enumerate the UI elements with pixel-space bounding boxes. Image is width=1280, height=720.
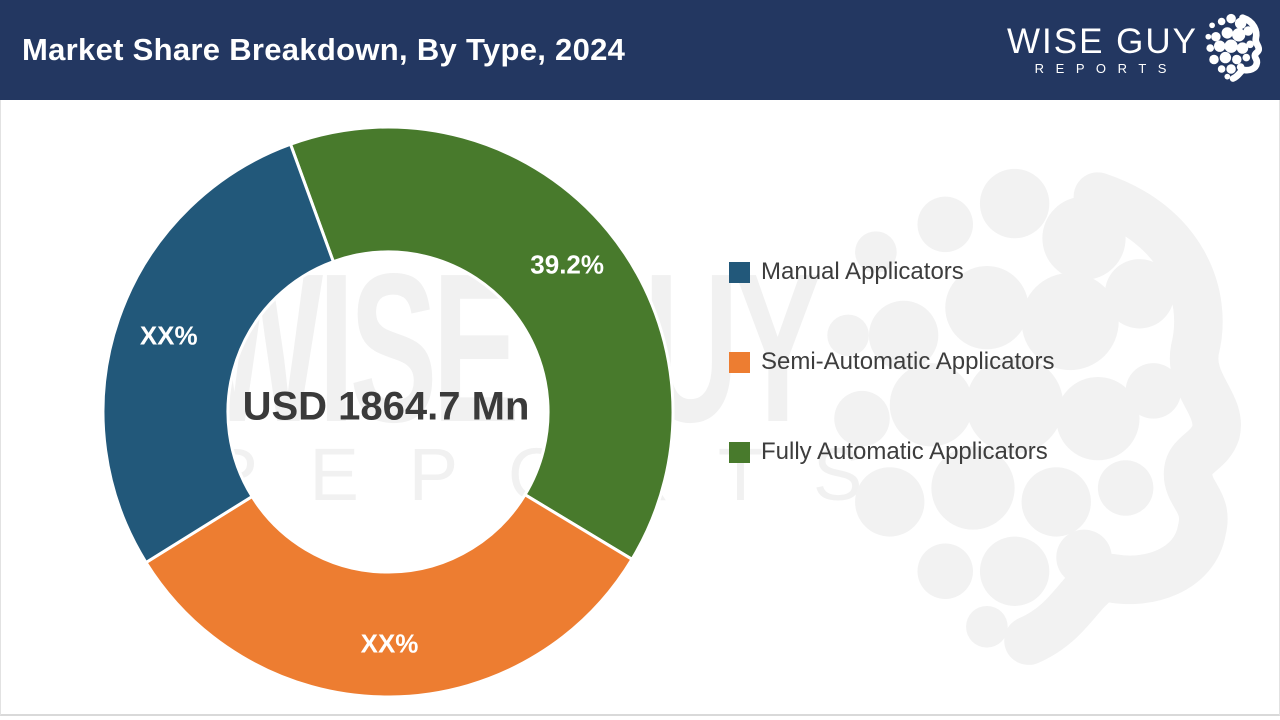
donut-slice-semi-automatic-applicators — [143, 492, 635, 699]
watermark-face-icon — [827, 168, 1241, 665]
donut-slice-fully-automatic-applicators — [288, 125, 675, 562]
logo-wordmark: WISE GUY R E P O R T S — [1006, 21, 1198, 77]
donut-center-value: USD 1864.7 Mn — [242, 384, 530, 429]
legend-item-manual-applicators: Manual Applicators — [729, 258, 1054, 286]
slice-label: XX% — [360, 628, 419, 659]
legend: Manual Applicators Semi-Automatic Applic… — [729, 258, 1054, 466]
legend-label: Semi-Automatic Applicators — [761, 348, 1055, 375]
wise-guy-logo: WISE GUY R E P O R T S — [1007, 10, 1264, 90]
legend-label: Manual Applicators — [761, 258, 964, 285]
donut-slice-manual-applicators — [101, 142, 336, 565]
legend-swatch-green — [729, 441, 750, 463]
donut-chart — [101, 125, 675, 699]
legend-swatch-blue — [729, 261, 750, 283]
page-title: Market Share Breakdown, By Type, 2024 — [22, 32, 626, 67]
header: Market Share Breakdown, By Type, 2024 WI… — [0, 0, 1280, 100]
legend-label: Fully Automatic Applicators — [761, 438, 1048, 465]
legend-item-fully-automatic-applicators: Fully Automatic Applicators — [729, 438, 1054, 466]
logo-wordmark-line2: R E P O R T S — [1034, 61, 1171, 77]
legend-item-semi-automatic-applicators: Semi-Automatic Applicators — [729, 348, 1054, 376]
logo-wordmark-line1: WISE GUY — [1006, 21, 1198, 61]
logo-face-icon — [1205, 13, 1263, 82]
legend-swatch-orange — [729, 351, 750, 373]
slice-label: 39.2% — [530, 249, 605, 280]
slice-label: XX% — [139, 320, 198, 351]
